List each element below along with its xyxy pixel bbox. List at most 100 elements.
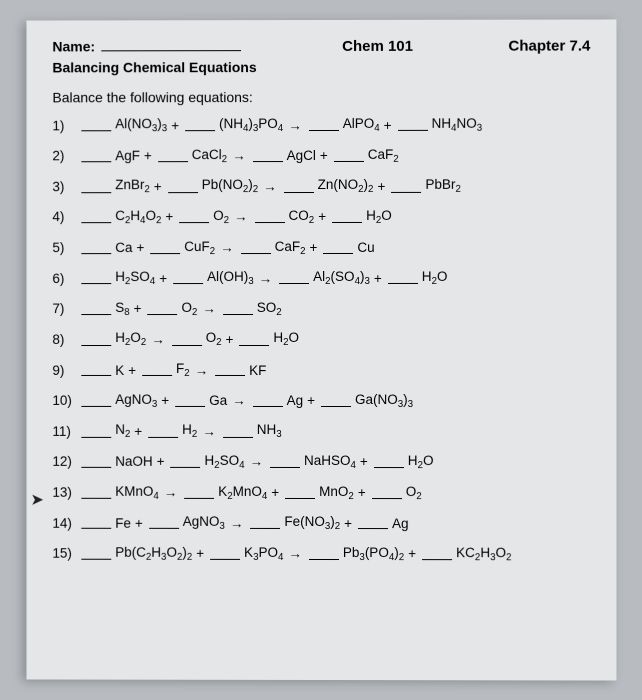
chemical-formula: AgNO3: [183, 515, 225, 532]
coefficient-blank[interactable]: [81, 456, 111, 468]
coefficient-blank[interactable]: [223, 303, 253, 315]
chemical-formula: KC2H3O2: [456, 546, 511, 563]
coefficient-blank[interactable]: [81, 211, 111, 223]
coefficient-blank[interactable]: [81, 517, 111, 529]
equation-number: 4): [52, 211, 78, 224]
coefficient-blank[interactable]: [215, 364, 245, 376]
coefficient-blank[interactable]: [253, 150, 283, 162]
plus-operator: +: [171, 119, 179, 132]
coefficient-blank[interactable]: [184, 487, 214, 499]
coefficient-blank[interactable]: [321, 395, 351, 407]
coefficient-blank[interactable]: [148, 425, 178, 437]
coefficient-blank[interactable]: [309, 548, 339, 560]
coefficient-blank[interactable]: [372, 487, 402, 499]
coefficient-blank[interactable]: [253, 395, 283, 407]
equation-number: 1): [52, 119, 78, 133]
chemical-formula: ZnBr2: [115, 178, 150, 195]
coefficient-blank[interactable]: [388, 272, 418, 284]
coefficient-blank[interactable]: [172, 334, 202, 346]
chemical-formula: Al(NO3)3: [115, 117, 167, 134]
coefficient-blank[interactable]: [358, 517, 388, 529]
coefficient-blank[interactable]: [150, 242, 180, 254]
chemical-formula: CaCl2: [192, 148, 227, 165]
chemical-formula: H2O: [366, 209, 392, 226]
coefficient-blank[interactable]: [332, 211, 362, 223]
coefficient-blank[interactable]: [241, 242, 271, 254]
coefficient-blank[interactable]: [142, 364, 172, 376]
coefficient-blank[interactable]: [81, 150, 111, 162]
plus-operator: +: [318, 210, 326, 224]
equations-list: 1)Al(NO3)3+(NH4)3PO4→AlPO4+NH4NO32)AgF+C…: [52, 117, 590, 563]
reaction-arrow: →: [220, 241, 233, 255]
coefficient-blank[interactable]: [171, 456, 201, 468]
chemical-formula: K3PO4: [244, 546, 283, 563]
coefficient-blank[interactable]: [81, 303, 111, 315]
plus-operator: +: [374, 272, 382, 286]
coefficient-blank[interactable]: [147, 303, 177, 315]
reaction-arrow: →: [202, 425, 215, 438]
coefficient-blank[interactable]: [185, 119, 215, 131]
coefficient-blank[interactable]: [210, 548, 240, 560]
coefficient-blank[interactable]: [149, 517, 179, 529]
plus-operator: +: [408, 547, 416, 561]
name-blank[interactable]: [101, 50, 241, 51]
coefficient-blank[interactable]: [334, 150, 364, 162]
coefficient-blank[interactable]: [398, 119, 428, 131]
coefficient-blank[interactable]: [81, 487, 111, 499]
plus-operator: +: [226, 333, 234, 346]
coefficient-blank[interactable]: [391, 180, 421, 192]
chemical-formula: PbBr2: [425, 178, 460, 195]
chemical-formula: Fe(NO3)2: [284, 515, 340, 532]
plus-operator: +: [161, 394, 169, 407]
coefficient-blank[interactable]: [81, 395, 111, 407]
coefficient-blank[interactable]: [285, 487, 315, 499]
coefficient-blank[interactable]: [250, 517, 280, 529]
equation-row: 12)NaOH+H2SO4→NaHSO4+H2O: [52, 454, 590, 471]
coefficient-blank[interactable]: [168, 181, 198, 193]
coefficient-blank[interactable]: [81, 120, 111, 132]
equation-row: 7)S8+O2→SO2: [52, 301, 590, 318]
coefficient-blank[interactable]: [422, 548, 452, 560]
equation-row: 15)Pb(C2H3O2)2+K3PO4→Pb3(PO4)2+KC2H3O2: [52, 545, 590, 562]
plus-operator: +: [377, 180, 385, 194]
coefficient-blank[interactable]: [81, 181, 111, 193]
chemical-formula: O2: [206, 331, 222, 348]
coefficient-blank[interactable]: [81, 242, 111, 254]
equation-row: 2)AgF+CaCl2→AgCl+CaF2: [52, 147, 590, 164]
equation-row: 5)Ca+CuF2→CaF2+Cu: [52, 239, 590, 256]
coefficient-blank[interactable]: [81, 364, 111, 376]
coefficient-blank[interactable]: [81, 334, 111, 346]
coefficient-blank[interactable]: [81, 548, 111, 560]
equation-row: 8)H2O2→O2+H2O: [52, 331, 590, 348]
coefficient-blank[interactable]: [374, 456, 404, 468]
coefficient-blank[interactable]: [175, 395, 205, 407]
coefficient-blank[interactable]: [158, 150, 188, 162]
coefficient-blank[interactable]: [270, 456, 300, 468]
coefficient-blank[interactable]: [323, 242, 353, 254]
coefficient-blank[interactable]: [173, 272, 203, 284]
worksheet-page: Name: Chem 101 Chapter 7.4 Balancing Che…: [26, 19, 616, 680]
reaction-arrow: →: [202, 302, 215, 315]
reaction-arrow: →: [234, 210, 247, 224]
coefficient-blank[interactable]: [223, 426, 253, 438]
coefficient-blank[interactable]: [81, 425, 111, 437]
plus-operator: +: [384, 118, 392, 132]
coefficient-blank[interactable]: [81, 273, 111, 285]
reaction-arrow: →: [151, 333, 164, 346]
coefficient-blank[interactable]: [255, 211, 285, 223]
chemical-formula: H2O2: [115, 331, 146, 348]
coefficient-blank[interactable]: [239, 334, 269, 346]
coefficient-blank[interactable]: [309, 119, 339, 131]
coefficient-blank[interactable]: [279, 272, 309, 284]
chemical-formula: AgF: [115, 149, 140, 163]
coefficient-blank[interactable]: [284, 181, 314, 193]
chemical-formula: Ag: [392, 517, 409, 531]
plus-operator: +: [154, 180, 162, 193]
reaction-arrow: →: [164, 486, 177, 499]
coefficient-blank[interactable]: [179, 211, 209, 223]
chemical-formula: NH4NO3: [432, 117, 483, 134]
chemical-formula: Pb(C2H3O2)2: [115, 546, 192, 563]
plus-operator: +: [144, 149, 152, 162]
chemical-formula: H2SO4: [115, 270, 155, 287]
equation-row: 9)K+F2→KF: [52, 362, 590, 379]
